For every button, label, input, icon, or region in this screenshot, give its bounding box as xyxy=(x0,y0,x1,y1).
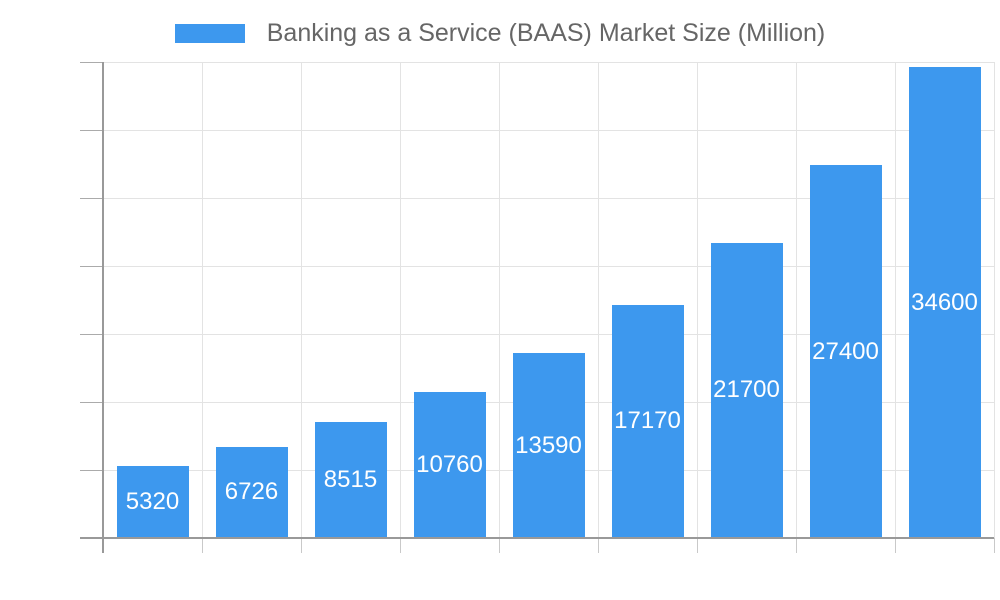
legend-label: Banking as a Service (BAAS) Market Size … xyxy=(266,19,826,47)
bar[interactable]: 27400 xyxy=(809,165,882,538)
chart-legend[interactable]: Banking as a Service (BAAS) Market Size … xyxy=(0,18,1000,49)
x-axis-tick xyxy=(697,538,698,553)
v-gridline xyxy=(598,62,599,538)
v-gridline xyxy=(895,62,896,538)
h-gridline xyxy=(103,198,994,199)
bar[interactable]: 34600 xyxy=(908,67,981,538)
bar[interactable]: 13590 xyxy=(512,353,585,538)
y-axis-tick xyxy=(80,130,103,131)
bar[interactable]: 21700 xyxy=(710,242,783,538)
x-axis-line xyxy=(80,537,994,539)
y-axis-tick xyxy=(80,470,103,471)
h-gridline xyxy=(103,62,994,63)
bar-value-label: 13590 xyxy=(515,431,582,459)
y-axis-tick xyxy=(80,198,103,199)
v-gridline xyxy=(796,62,797,538)
bar-value-label: 21700 xyxy=(713,376,780,404)
y-axis-tick xyxy=(80,62,103,63)
v-gridline xyxy=(697,62,698,538)
y-axis-line xyxy=(102,62,104,553)
x-axis-tick xyxy=(400,538,401,553)
x-axis-tick xyxy=(499,538,500,553)
bar[interactable]: 5320 xyxy=(116,465,189,538)
bar[interactable]: 17170 xyxy=(611,304,684,538)
bar-value-label: 34600 xyxy=(911,288,978,316)
h-gridline xyxy=(103,266,994,267)
x-axis-tick xyxy=(301,538,302,553)
legend-marker-swatch xyxy=(174,24,245,43)
bar-value-label: 6726 xyxy=(224,478,279,506)
v-gridline xyxy=(400,62,401,538)
bar-value-label: 5320 xyxy=(125,487,180,515)
x-axis-tick xyxy=(202,538,203,553)
bar-value-label: 8515 xyxy=(323,466,378,494)
x-axis-tick xyxy=(895,538,896,553)
bar-value-label: 27400 xyxy=(812,337,879,365)
v-gridline xyxy=(301,62,302,538)
v-gridline xyxy=(499,62,500,538)
bar[interactable]: 10760 xyxy=(413,391,486,538)
x-axis-tick xyxy=(598,538,599,553)
bar-value-label: 17170 xyxy=(614,407,681,435)
y-axis-tick xyxy=(80,402,103,403)
h-gridline xyxy=(103,130,994,131)
v-gridline xyxy=(994,62,995,538)
y-axis-tick xyxy=(80,266,103,267)
v-gridline xyxy=(202,62,203,538)
h-gridline xyxy=(103,334,994,335)
bar[interactable]: 8515 xyxy=(314,422,387,538)
bar[interactable]: 6726 xyxy=(215,446,288,538)
x-axis-tick xyxy=(796,538,797,553)
bar-value-label: 10760 xyxy=(416,450,483,478)
x-axis-tick xyxy=(994,538,995,553)
y-axis-tick xyxy=(80,334,103,335)
